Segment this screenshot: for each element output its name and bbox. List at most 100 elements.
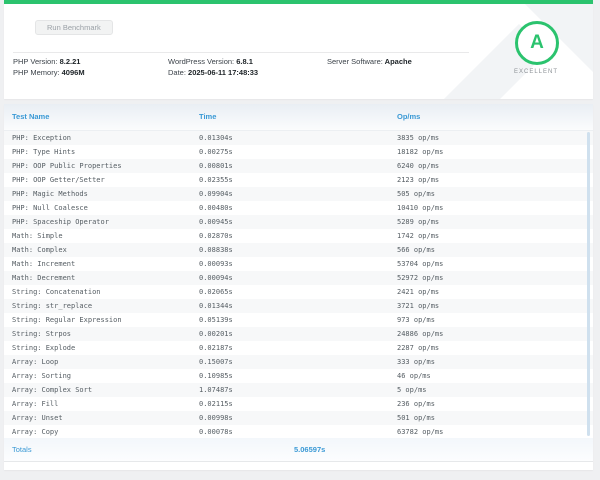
column-header-test-name: Test Name	[12, 112, 50, 121]
test-time: 0.08838s	[199, 246, 233, 254]
test-ops: 6240 op/ms	[397, 162, 440, 170]
test-name: String: Strpos	[12, 330, 72, 338]
test-time: 0.02065s	[199, 288, 233, 296]
test-time: 0.05139s	[199, 316, 233, 324]
test-time: 0.09904s	[199, 190, 233, 198]
server-info-column: Server Software: Apache	[327, 56, 412, 67]
table-row: String: Strpos 0.00201s 24886 op/ms	[4, 327, 593, 341]
table-row: Array: Fill 0.02115s 236 op/ms	[4, 397, 593, 411]
test-ops: 566 op/ms	[397, 246, 435, 254]
test-name: Math: Complex	[12, 246, 67, 254]
totals-row: Totals 5.06597s	[4, 438, 593, 462]
test-name: Array: Unset	[12, 414, 63, 422]
test-name: PHP: Spaceship Operator	[12, 218, 109, 226]
test-ops: 2421 op/ms	[397, 288, 440, 296]
test-time: 0.00275s	[199, 148, 233, 156]
test-ops: 333 op/ms	[397, 358, 435, 366]
table-row: String: Explode 0.02187s 2287 op/ms	[4, 341, 593, 355]
test-ops: 46 op/ms	[397, 372, 431, 380]
test-ops: 5 op/ms	[397, 386, 427, 394]
test-name: String: Regular Expression	[12, 316, 122, 324]
test-time: 0.00094s	[199, 274, 233, 282]
test-time: 0.00201s	[199, 330, 233, 338]
test-ops: 236 op/ms	[397, 400, 435, 408]
info-line: WordPress Version: 6.8.1	[168, 57, 253, 66]
benchmark-summary-card: Run Benchmark PHP Version: 8.2.21 PHP Mem…	[4, 0, 593, 99]
test-time: 0.00801s	[199, 162, 233, 170]
table-row: PHP: Exception 0.01304s 3835 op/ms	[4, 131, 593, 145]
test-name: Math: Increment	[12, 260, 76, 268]
test-time: 0.00093s	[199, 260, 233, 268]
column-header-op-ms: Op/ms	[397, 112, 421, 121]
test-name: Array: Fill	[12, 400, 59, 408]
test-name: PHP: Type Hints	[12, 148, 76, 156]
test-ops: 18182 op/ms	[397, 148, 444, 156]
test-time: 1.07487s	[199, 386, 233, 394]
table-row: PHP: Magic Methods 0.09904s 505 op/ms	[4, 187, 593, 201]
info-value: 8.2.21	[57, 57, 81, 66]
test-name: Array: Complex Sort	[12, 386, 93, 394]
test-ops: 10410 op/ms	[397, 204, 444, 212]
test-ops: 5289 op/ms	[397, 218, 440, 226]
table-body: PHP: Exception 0.01304s 3835 op/ms PHP: Typ…	[4, 131, 593, 439]
test-ops: 52972 op/ms	[397, 274, 444, 282]
php-info-column: PHP Version: 8.2.21 PHP Memory: 4096M	[13, 56, 85, 78]
test-name: String: str_replace	[12, 302, 93, 310]
table-row: Math: Complex 0.08838s 566 op/ms	[4, 243, 593, 257]
table-header: Test Name Time Op/ms	[4, 104, 593, 131]
test-name: PHP: Magic Methods	[12, 190, 88, 198]
test-name: PHP: Null Coalesce	[12, 204, 88, 212]
grade-letter: A	[530, 32, 544, 53]
info-line: Date: 2025-06-11 17:48:33	[168, 68, 259, 77]
info-value: 4096M	[59, 68, 85, 77]
totals-time-value: 5.06597s	[294, 445, 326, 454]
wordpress-info-column: WordPress Version: 6.8.1 Date: 2025-06-11…	[168, 56, 258, 78]
test-ops: 501 op/ms	[397, 414, 435, 422]
vertical-scrollbar[interactable]	[587, 132, 590, 436]
table-row: PHP: Null Coalesce 0.00480s 10410 op/ms	[4, 201, 593, 215]
table-row: String: Concatenation 0.02065s 2421 op/ms	[4, 285, 593, 299]
test-time: 0.00480s	[199, 204, 233, 212]
test-time: 0.00998s	[199, 414, 233, 422]
table-row: Array: Complex Sort 1.07487s 5 op/ms	[4, 383, 593, 397]
column-header-time: Time	[199, 112, 217, 121]
grade-rating-label: EXCELLENT	[513, 69, 558, 75]
test-time: 0.01344s	[199, 302, 233, 310]
table-row: PHP: Spaceship Operator 0.00945s 5289 op/m…	[4, 215, 593, 229]
info-value: Apache	[382, 57, 412, 66]
info-line: PHP Version: 8.2.21	[13, 57, 81, 66]
test-ops: 1742 op/ms	[397, 232, 440, 240]
test-ops: 3721 op/ms	[397, 302, 440, 310]
table-row: Math: Increment 0.00093s 53704 op/ms	[4, 257, 593, 271]
test-ops: 3835 op/ms	[397, 134, 440, 142]
test-ops: 24886 op/ms	[397, 330, 444, 338]
info-line: Server Software: Apache	[327, 57, 412, 66]
table-row: String: str_replace 0.01344s 3721 op/ms	[4, 299, 593, 313]
test-name: Math: Simple	[12, 232, 63, 240]
run-benchmark-button[interactable]: Run Benchmark	[35, 20, 113, 35]
table-row: PHP: OOP Public Properties 0.00801s 6240 o…	[4, 159, 593, 173]
test-name: Array: Sorting	[12, 372, 72, 380]
table-row: Math: Decrement 0.00094s 52972 op/ms	[4, 271, 593, 285]
table-row: String: Regular Expression 0.05139s 973 op…	[4, 313, 593, 327]
test-time: 0.15007s	[199, 358, 233, 366]
test-name: String: Concatenation	[12, 288, 101, 296]
test-time: 0.02870s	[199, 232, 233, 240]
test-ops: 2123 op/ms	[397, 176, 440, 184]
table-row: Array: Loop 0.15007s 333 op/ms	[4, 355, 593, 369]
test-time: 0.00078s	[199, 428, 233, 436]
info-line: PHP Memory: 4096M	[13, 68, 85, 77]
table-row: Array: Unset 0.00998s 501 op/ms	[4, 411, 593, 425]
info-value: 6.8.1	[234, 57, 253, 66]
grade-badge: A	[515, 21, 559, 65]
test-ops: 505 op/ms	[397, 190, 435, 198]
test-ops: 53704 op/ms	[397, 260, 444, 268]
test-time: 0.02115s	[199, 400, 233, 408]
test-time: 0.02187s	[199, 344, 233, 352]
test-name: Math: Decrement	[12, 274, 76, 282]
divider	[13, 52, 469, 53]
benchmark-results-card: Test Name Time Op/ms PHP: Exception 0.01304…	[4, 104, 593, 470]
test-ops: 973 op/ms	[397, 316, 435, 324]
table-row: Array: Sorting 0.10985s 46 op/ms	[4, 369, 593, 383]
test-name: Array: Loop	[12, 358, 59, 366]
